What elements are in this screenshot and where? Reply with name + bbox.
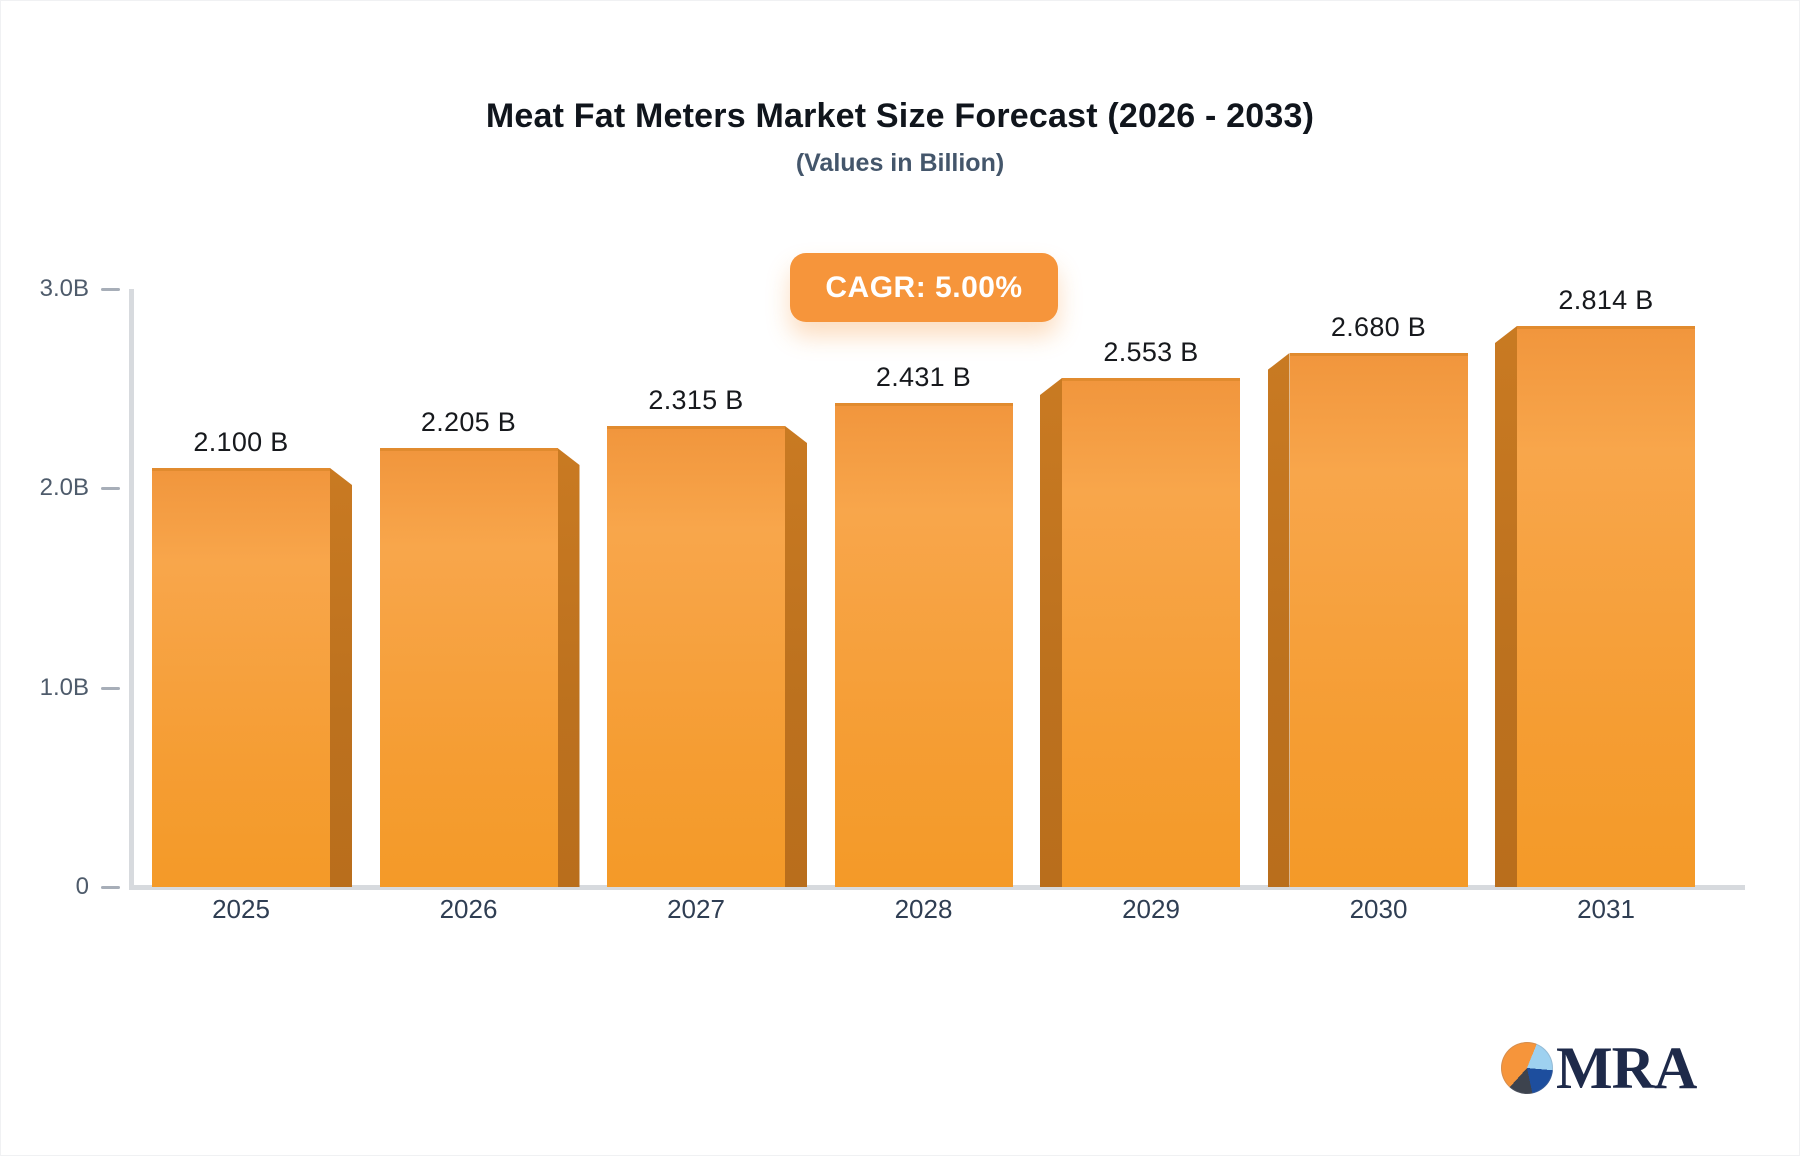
- bar-side-face: [1040, 378, 1062, 887]
- bar-2026: [379, 448, 558, 887]
- chart-subtitle: (Values in Billion): [795, 149, 1005, 177]
- y-axis-tick-label: 1.0B: [39, 673, 89, 701]
- bar-value-label: 2.100 B: [193, 427, 289, 457]
- x-axis-line: [129, 885, 1745, 890]
- y-axis-tick-label: 3.0B: [39, 275, 89, 303]
- bar-2028: [834, 403, 1013, 887]
- bar-2027: [607, 426, 785, 887]
- cagr-badge: CAGR: 5.00%: [790, 253, 1058, 322]
- bar-side-face: [1267, 353, 1290, 887]
- y-axis-tick-mark: [101, 686, 120, 690]
- bar-value-label: 2.315 B: [648, 385, 744, 415]
- bar-value-label: 2.553 B: [1103, 337, 1199, 367]
- bar-value-label: 2.431 B: [875, 362, 972, 392]
- cagr-badge-label: CAGR: 5.00%: [825, 270, 1023, 304]
- pie-chart-logo-icon: [1501, 1042, 1553, 1094]
- x-axis-tick-label: 2025: [212, 894, 270, 924]
- y-axis-tick-label: 2.0B: [39, 474, 89, 502]
- y-axis-tick-mark: [101, 288, 120, 292]
- y-axis-line: [129, 289, 134, 890]
- y-axis-tick-mark: [101, 886, 120, 889]
- x-axis-tick-label: 2029: [1122, 894, 1180, 924]
- x-axis-tick-label: 2031: [1577, 894, 1635, 924]
- bar-value-label: 2.680 B: [1330, 312, 1427, 342]
- bar-side-face: [557, 448, 580, 887]
- x-axis-tick-label: 2030: [1349, 894, 1408, 924]
- brand-logo-text: MRA: [1556, 1035, 1697, 1101]
- chart-title: Meat Fat Meters Market Size Forecast (20…: [485, 97, 1315, 135]
- bar-2031: [1517, 326, 1695, 887]
- brand-logo: MRA: [1501, 1035, 1697, 1101]
- bar-2025: [152, 468, 330, 887]
- bar-value-label: 2.205 B: [420, 407, 517, 437]
- x-axis-tick-label: 2026: [439, 894, 498, 924]
- bar-2029: [1062, 378, 1240, 887]
- bar-value-label: 2.814 B: [1558, 285, 1654, 315]
- y-axis-tick-mark: [101, 487, 120, 491]
- x-axis-tick-label: 2028: [894, 894, 953, 924]
- y-axis-tick-label: 0: [75, 873, 89, 900]
- bar-2030: [1289, 353, 1468, 887]
- bar-side-face: [785, 426, 807, 887]
- x-axis-tick-label: 2027: [667, 894, 725, 924]
- bar-side-face: [330, 468, 352, 887]
- bar-side-face: [1495, 326, 1517, 887]
